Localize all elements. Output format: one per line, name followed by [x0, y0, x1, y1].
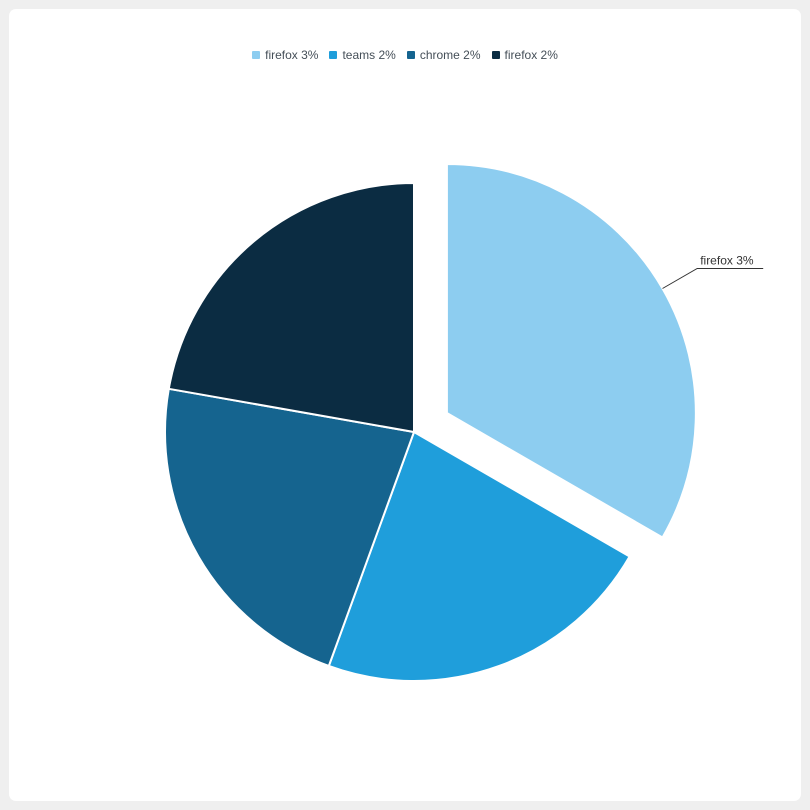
- slice-callout-label: firefox 3%: [700, 254, 754, 268]
- chart-legend: firefox 3% teams 2% chrome 2% firefox 2%: [9, 48, 801, 62]
- pie-slice-teams-2[interactable]: [327, 431, 631, 682]
- legend-marker-teams-2-icon: [329, 51, 338, 59]
- legend-label-teams-2: teams 2%: [342, 48, 396, 62]
- legend-item-teams-2[interactable]: teams 2%: [329, 48, 396, 62]
- pie-chart[interactable]: firefox 3%: [9, 9, 810, 810]
- chart-card: firefox 3% teams 2% chrome 2% firefox 2%…: [9, 9, 801, 801]
- pie-slice-firefox-2[interactable]: [167, 182, 415, 433]
- legend-item-chrome-2[interactable]: chrome 2%: [406, 48, 481, 62]
- legend-label-firefox-3: firefox 3%: [265, 48, 319, 62]
- legend-label-chrome-2: chrome 2%: [419, 48, 481, 62]
- callout-leader-line: [662, 268, 764, 289]
- legend-item-firefox-3[interactable]: firefox 3%: [252, 48, 318, 62]
- legend-marker-chrome-2-icon: [406, 51, 415, 59]
- legend-item-firefox-2[interactable]: firefox 2%: [491, 48, 558, 62]
- pie-slice-chrome-2[interactable]: [164, 387, 415, 667]
- legend-marker-firefox-3-icon: [252, 51, 261, 59]
- legend-label-firefox-2: firefox 2%: [504, 48, 558, 62]
- legend-marker-firefox-2-icon: [491, 51, 500, 59]
